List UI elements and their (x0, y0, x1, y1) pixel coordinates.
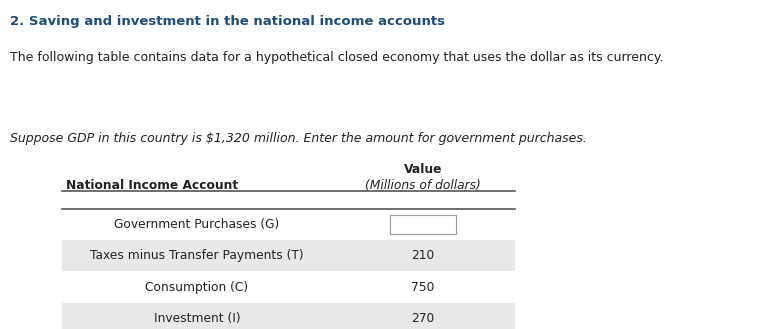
Text: Suppose GDP in this country is $1,320 million. Enter the amount for government p: Suppose GDP in this country is $1,320 mi… (10, 132, 587, 145)
Text: Value: Value (404, 163, 442, 176)
Text: 2. Saving and investment in the national income accounts: 2. Saving and investment in the national… (10, 15, 445, 28)
Text: 750: 750 (412, 281, 434, 293)
Text: Government Purchases (G): Government Purchases (G) (115, 218, 279, 231)
Text: 210: 210 (412, 249, 434, 262)
Text: Consumption (C): Consumption (C) (145, 281, 249, 293)
Text: 270: 270 (412, 312, 434, 325)
Text: Investment (I): Investment (I) (154, 312, 240, 325)
Text: Taxes minus Transfer Payments (T): Taxes minus Transfer Payments (T) (90, 249, 303, 262)
Text: National Income Account: National Income Account (66, 179, 239, 192)
Text: (Millions of dollars): (Millions of dollars) (365, 179, 481, 192)
Text: The following table contains data for a hypothetical closed economy that uses th: The following table contains data for a … (10, 51, 664, 64)
